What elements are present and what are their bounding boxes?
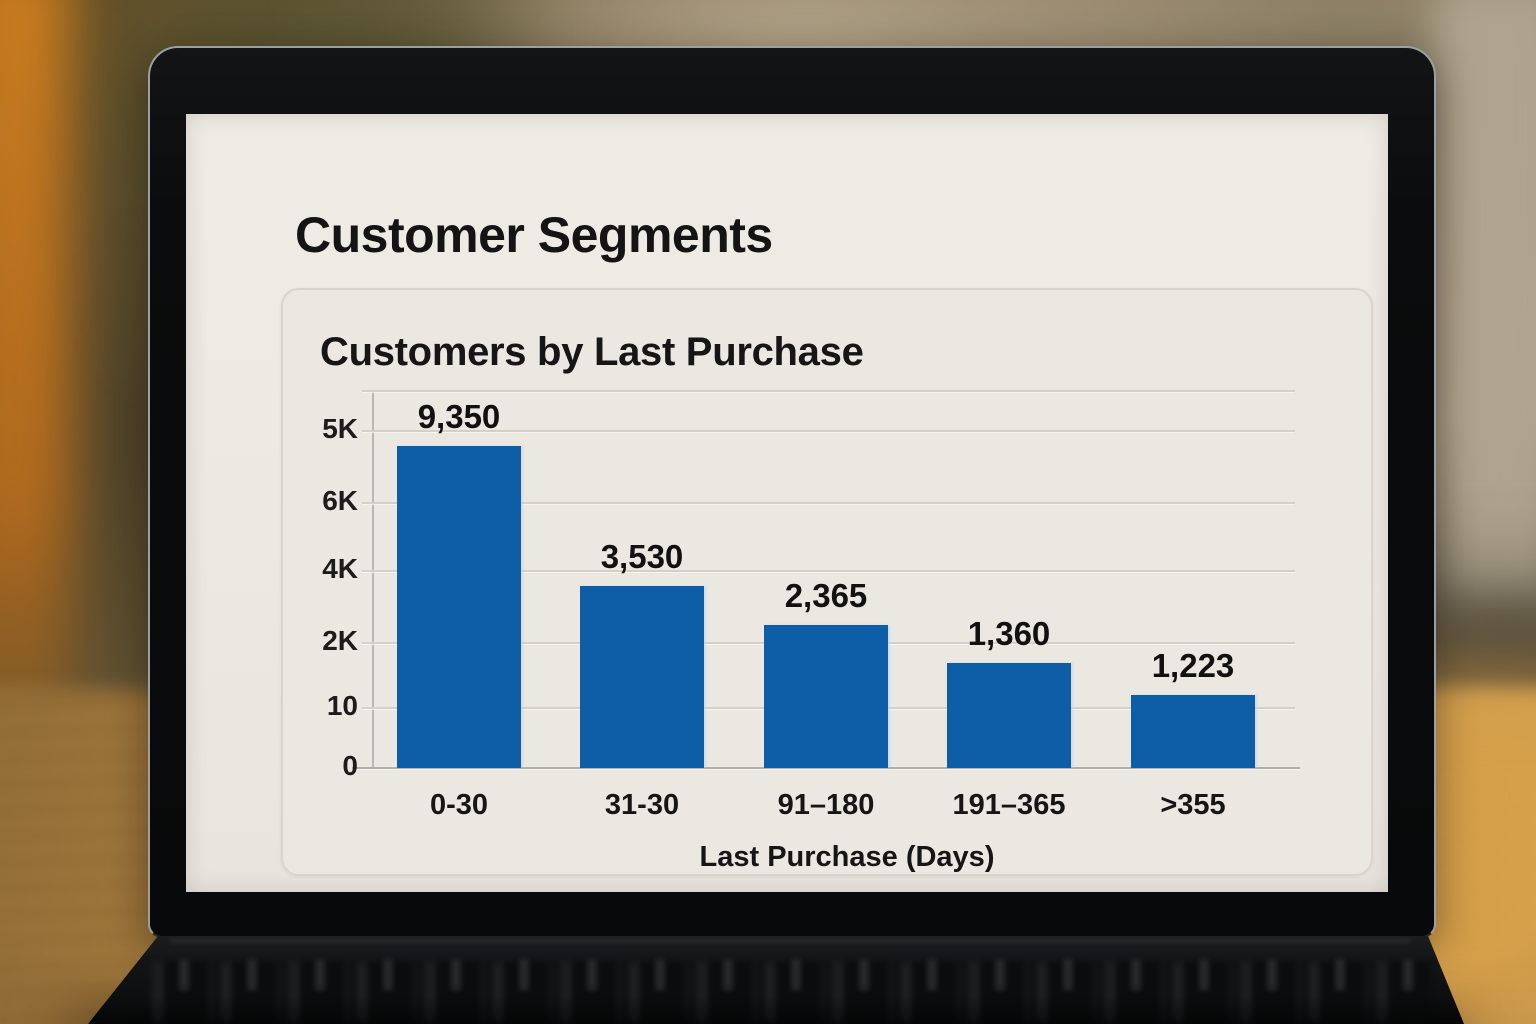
y-axis-line: [372, 390, 374, 769]
gridline: [362, 502, 1295, 505]
gridline: [362, 430, 1295, 432]
bar-value-label: 9,350: [417, 398, 501, 436]
x-tick-label: 191–365: [952, 789, 1066, 821]
x-tick-label: 0-30: [429, 789, 489, 821]
laptop-screen-bezel: Customer Segments Customers by Last Purc…: [148, 46, 1436, 938]
x-tick-label: >355: [1160, 789, 1226, 821]
bar-chart: Last Purchase (Days) 0 10 2K 4K 6K 5K 9,350 0-3…: [322, 389, 1300, 873]
y-tick-label: 0: [342, 750, 358, 781]
laptop-base: [88, 936, 1464, 1024]
base-shadow-fade: [88, 996, 1464, 1024]
laptop-display: Customer Segments Customers by Last Purc…: [186, 114, 1388, 892]
x-tick-label: 31-30: [604, 789, 680, 821]
chart-card: Customers by Last Purchase Last Purchase…: [281, 288, 1373, 876]
bar: [580, 586, 704, 768]
y-tick-label: 5K: [322, 413, 358, 444]
y-tick-label: 6K: [322, 485, 358, 517]
x-tick-label: 91–180: [777, 789, 875, 821]
bar: [947, 662, 1071, 768]
bar: [764, 625, 888, 768]
background-light-streaks: [1446, 0, 1536, 600]
chart-title: Customers by Last Purchase: [320, 330, 864, 374]
gridline: [362, 569, 1295, 572]
bar-value-label: 3,530: [600, 538, 684, 576]
bar: [1131, 694, 1255, 768]
x-axis-line: [352, 767, 1300, 769]
page-title: Customer Segments: [295, 207, 773, 263]
hinge: [170, 938, 1410, 943]
x-axis-title: Last Purchase (Days): [699, 841, 995, 873]
gridline: [362, 389, 1295, 392]
y-tick-label: 10: [326, 690, 358, 722]
keyboard-reflections: [150, 960, 1430, 990]
y-tick-label: 4K: [322, 552, 358, 584]
bar-value-label: 1,223: [1151, 646, 1235, 684]
bar-value-label: 1,360: [967, 614, 1051, 652]
y-tick-label: 2K: [322, 624, 358, 656]
bar: [397, 446, 521, 768]
bar-value-label: 2,365: [784, 577, 868, 615]
